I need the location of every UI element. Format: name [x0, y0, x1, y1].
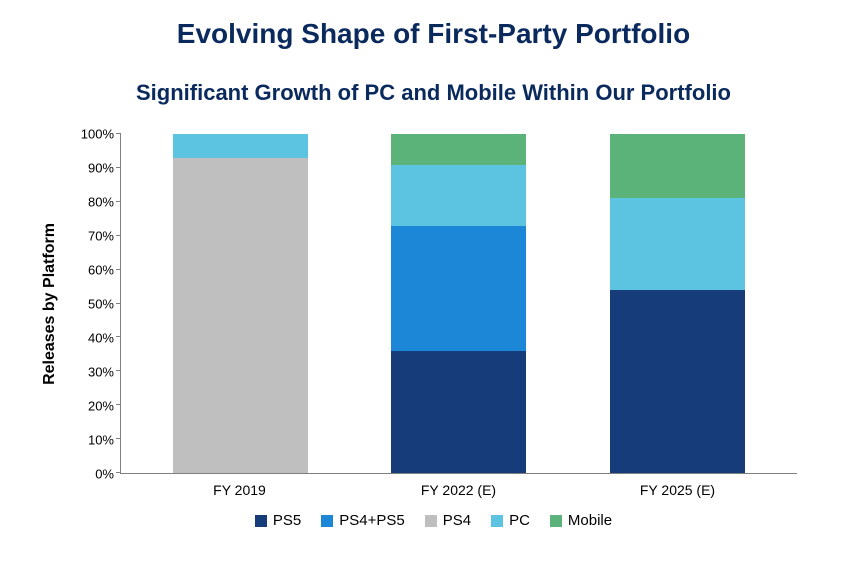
- legend-label: PS5: [273, 512, 301, 529]
- bar-segment-ps4ps5: [391, 226, 526, 351]
- plot-area: [120, 134, 797, 474]
- legend-swatch: [425, 515, 437, 527]
- y-tick-label: 70%: [88, 229, 114, 244]
- bar: [610, 134, 745, 473]
- bar-segment-ps5: [391, 351, 526, 473]
- y-tick-label: 90%: [88, 161, 114, 176]
- y-axis-label: Releases by Platform: [41, 223, 59, 385]
- legend-label: Mobile: [568, 512, 612, 529]
- bar-segment-mobile: [391, 134, 526, 165]
- legend: PS5 PS4+PS5 PS4 PC Mobile: [30, 512, 837, 529]
- chart-subtitle: Significant Growth of PC and Mobile With…: [30, 80, 837, 106]
- y-tick-label: 30%: [88, 365, 114, 380]
- legend-item-pc: PC: [491, 512, 530, 529]
- title-emphasis: Evolving Shape: [177, 18, 386, 49]
- y-tick-mark: [116, 404, 121, 405]
- x-tick-label: FY 2019: [172, 482, 307, 498]
- legend-label: PS4+PS5: [339, 512, 404, 529]
- y-tick-mark: [116, 438, 121, 439]
- y-tick-label: 80%: [88, 195, 114, 210]
- y-tick-mark: [116, 336, 121, 337]
- y-tick-mark: [116, 167, 121, 168]
- chart: Releases by Platform 0%10%20%30%40%50%60…: [70, 134, 797, 474]
- y-tick-label: 60%: [88, 263, 114, 278]
- y-tick-label: 40%: [88, 331, 114, 346]
- bar-segment-ps5: [610, 290, 745, 473]
- y-tick-mark: [116, 235, 121, 236]
- y-tick-mark: [116, 269, 121, 270]
- y-tick-label: 50%: [88, 297, 114, 312]
- page: Evolving Shape of First-Party Portfolio …: [0, 0, 867, 577]
- y-tick-mark: [116, 303, 121, 304]
- y-tick-mark: [116, 370, 121, 371]
- bar-segment-pc: [610, 198, 745, 290]
- y-tick-label: 10%: [88, 433, 114, 448]
- x-tick-label: FY 2025 (E): [610, 482, 745, 498]
- legend-swatch: [550, 515, 562, 527]
- y-tick-label: 100%: [81, 127, 114, 142]
- page-title: Evolving Shape of First-Party Portfolio: [30, 18, 837, 50]
- y-tick-label: 0%: [95, 467, 114, 482]
- y-axis: 0%10%20%30%40%50%60%70%80%90%100%: [70, 134, 120, 474]
- x-axis-labels: FY 2019 FY 2022 (E) FY 2025 (E): [120, 474, 797, 498]
- y-tick-mark: [116, 201, 121, 202]
- bar-segment-ps4: [173, 158, 308, 473]
- bar: [391, 134, 526, 473]
- bar-segment-pc: [391, 165, 526, 226]
- x-tick-label: FY 2022 (E): [391, 482, 526, 498]
- legend-swatch: [321, 515, 333, 527]
- y-tick-mark: [116, 472, 121, 473]
- legend-label: PS4: [443, 512, 471, 529]
- legend-item-ps5: PS5: [255, 512, 301, 529]
- legend-item-mobile: Mobile: [550, 512, 612, 529]
- bar-segment-pc: [173, 134, 308, 158]
- legend-item-ps4: PS4: [425, 512, 471, 529]
- bars-container: [121, 134, 797, 473]
- bar: [173, 134, 308, 473]
- legend-swatch: [491, 515, 503, 527]
- legend-item-ps4ps5: PS4+PS5: [321, 512, 404, 529]
- title-rest: of First-Party Portfolio: [385, 18, 690, 49]
- bar-segment-mobile: [610, 134, 745, 198]
- y-tick-label: 20%: [88, 399, 114, 414]
- y-tick-mark: [116, 133, 121, 134]
- legend-swatch: [255, 515, 267, 527]
- legend-label: PC: [509, 512, 530, 529]
